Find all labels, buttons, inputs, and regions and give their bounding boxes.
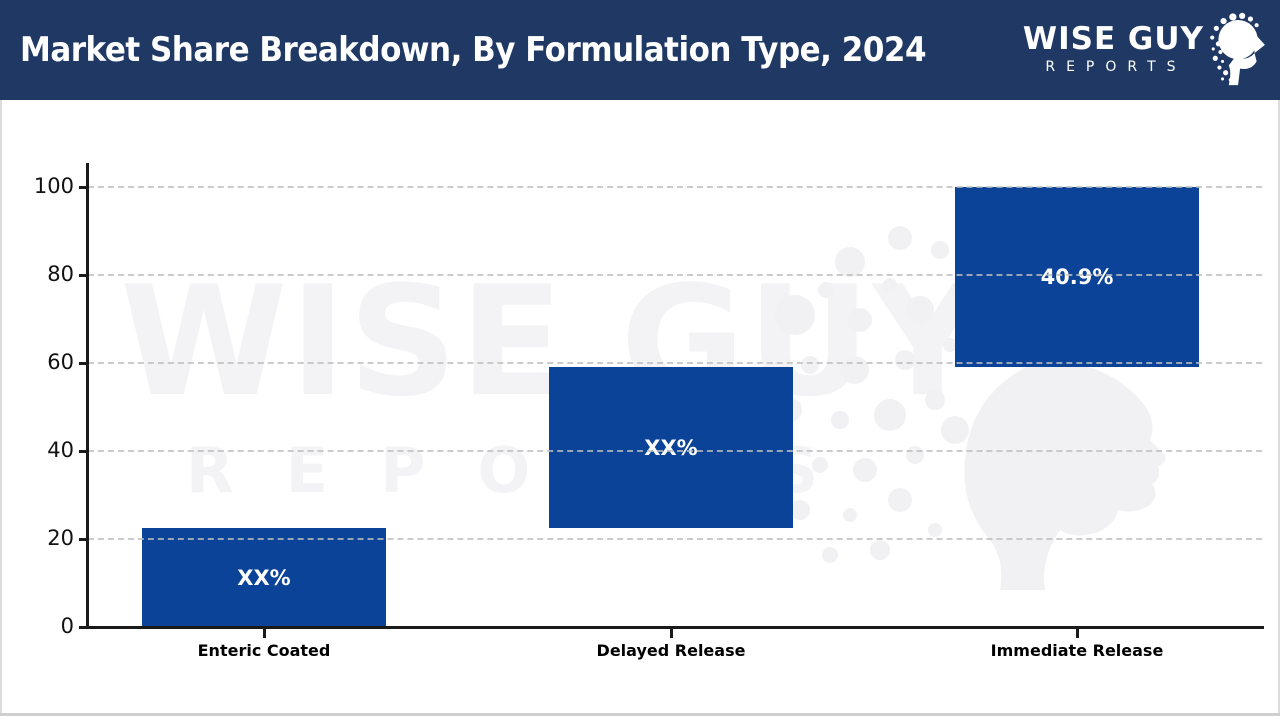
y-tick-mark-40 <box>79 450 88 453</box>
logo-wordmark: WISE GUY <box>1022 21 1204 57</box>
x-axis-label-2: Immediate Release <box>990 641 1164 660</box>
bar-value-label: XX% <box>237 565 291 590</box>
bottom-divider <box>0 713 1280 716</box>
y-tick-mark-0 <box>79 626 88 629</box>
y-tick-label-100: 100 <box>33 174 74 198</box>
bar-immediate-release: 40.9% <box>955 187 1199 367</box>
bar-value-label: 40.9% <box>1040 264 1114 289</box>
y-tick-mark-100 <box>79 186 88 189</box>
watermark-head-icon <box>775 226 1166 590</box>
right-border <box>1278 100 1280 713</box>
y-tick-label-20: 20 <box>47 526 74 550</box>
gridline-40 <box>88 450 1262 452</box>
y-tick-mark-20 <box>79 538 88 541</box>
bar-value-label: XX% <box>644 435 698 460</box>
x-tick-mark-1 <box>670 629 673 638</box>
y-tick-label-60: 60 <box>47 350 74 374</box>
logo-subtitle: REPORTS <box>1045 59 1187 75</box>
y-tick-label-0: 0 <box>60 614 74 638</box>
gridline-60 <box>88 362 1262 364</box>
y-tick-mark-80 <box>79 274 88 277</box>
x-axis-label-0: Enteric Coated <box>197 641 331 660</box>
y-axis-line <box>86 163 89 629</box>
header-bar: Market Share Breakdown, By Formulation T… <box>0 0 1280 100</box>
bar-enteric-coated: XX% <box>142 528 386 627</box>
left-border <box>0 100 2 713</box>
x-tick-mark-2 <box>1076 629 1079 638</box>
y-tick-mark-60 <box>79 362 88 365</box>
logo-text: WISE GUY REPORTS <box>1023 22 1204 75</box>
x-tick-mark-0 <box>263 629 266 638</box>
bar-delayed-release: XX% <box>549 366 793 529</box>
wiseguy-reports-logo: WISE GUY REPORTS <box>1023 8 1270 94</box>
page-title: Market Share Breakdown, By Formulation T… <box>20 30 927 70</box>
gridline-80 <box>88 274 1262 276</box>
y-tick-label-80: 80 <box>47 262 74 286</box>
x-axis-label-1: Delayed Release <box>596 641 746 660</box>
wiseguy-head-icon <box>1210 12 1265 86</box>
x-axis-line <box>86 626 1264 629</box>
waterfall-chart: 0 20 40 60 80 100 XX% Enteric Coated XX% Delayed … <box>0 100 1280 713</box>
y-tick-label-40: 40 <box>47 438 74 462</box>
gridline-20 <box>88 538 1262 540</box>
gridline-100 <box>88 186 1262 188</box>
